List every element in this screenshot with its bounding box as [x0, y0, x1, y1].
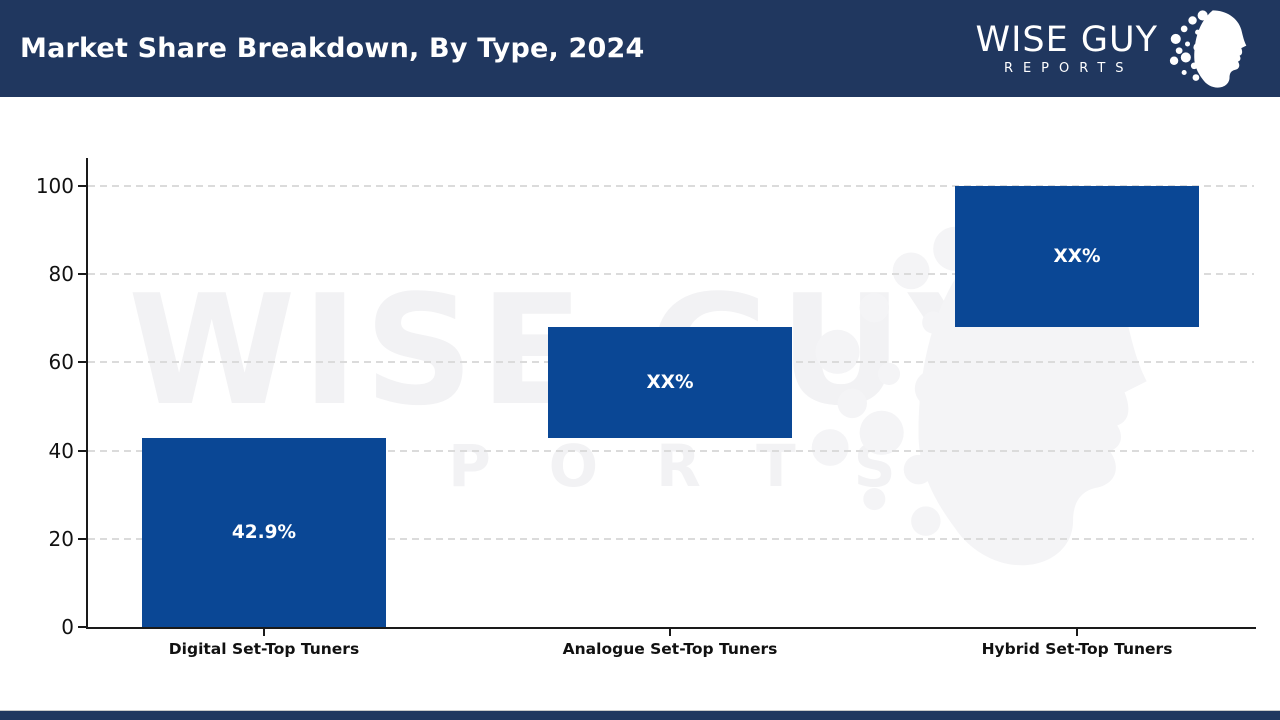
y-tick-label: 20 [48, 526, 74, 551]
y-tick-mark [78, 626, 86, 628]
bar-value-label: XX% [1053, 246, 1101, 268]
bar-value-label: 42.9% [231, 521, 297, 543]
brand-logo: WISE GUY REPORTS [975, 7, 1252, 91]
gridline [88, 273, 1254, 276]
x-tick-mark [263, 629, 265, 636]
gridline [88, 185, 1254, 187]
wiseguy-dotted-head-icon [1169, 9, 1247, 88]
y-tick-label: 80 [48, 262, 74, 287]
brand-logo-text: WISE GUY REPORTS [975, 19, 1158, 76]
y-tick-label: 60 [48, 350, 74, 375]
y-tick-label: 0 [61, 615, 74, 639]
page-title: Market Share Breakdown, By Type, 2024 [20, 33, 645, 64]
y-tick-mark [78, 185, 86, 187]
y-tick-label: 100 [35, 174, 74, 198]
brand-logo-sub: REPORTS [1003, 60, 1134, 76]
y-tick-mark [78, 449, 86, 452]
gridline [88, 449, 1254, 452]
brand-logo-name: WISE GUY [975, 19, 1158, 60]
category-label: Digital Set-Top Tuners [168, 640, 360, 658]
bar-segment: XX% [548, 327, 792, 438]
bar-value-label: XX% [646, 371, 694, 393]
gridline [88, 537, 1254, 540]
y-tick-label: 40 [48, 438, 74, 463]
category-label: Analogue Set-Top Tuners [562, 640, 778, 658]
x-tick-mark [1076, 629, 1078, 636]
bar-segment: XX% [955, 186, 1199, 328]
y-tick-mark [78, 361, 86, 364]
footer-bar [0, 710, 1280, 720]
category-label: Hybrid Set-Top Tuners [981, 640, 1173, 658]
y-axis-line [86, 158, 88, 629]
x-tick-mark [669, 629, 671, 636]
header-bar: Market Share Breakdown, By Type, 2024 WI… [0, 0, 1280, 97]
x-axis-line [86, 627, 1256, 629]
y-tick-mark [78, 273, 86, 276]
y-tick-mark [78, 537, 86, 540]
bar-segment: 42.9% [142, 437, 386, 627]
